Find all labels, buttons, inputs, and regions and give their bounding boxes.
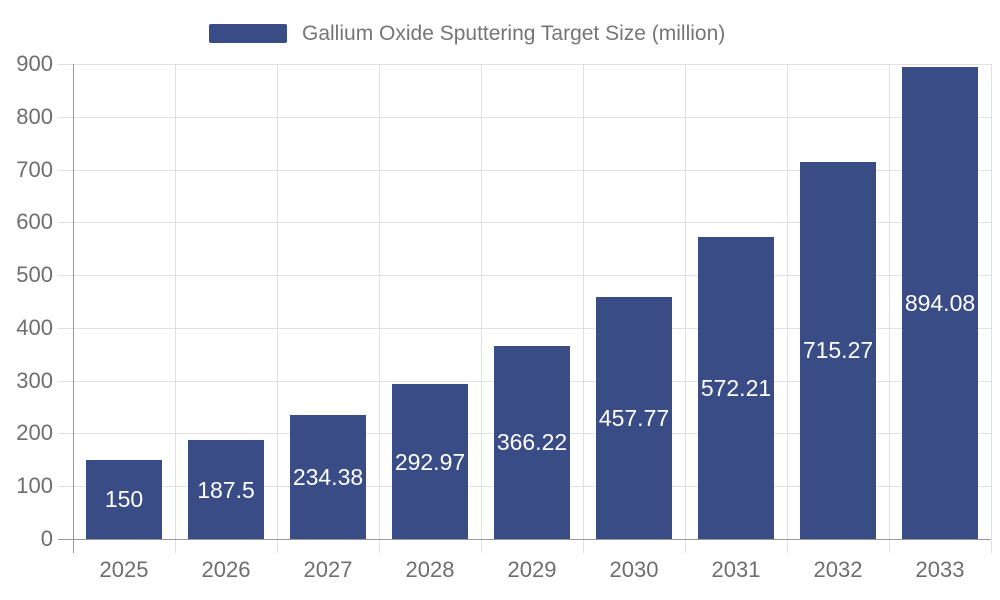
gridline-vertical <box>481 64 482 553</box>
gridline-vertical <box>685 64 686 553</box>
bar[interactable]: 457.77 <box>596 297 672 539</box>
x-tick-label: 2026 <box>201 557 251 582</box>
gridline-horizontal <box>58 169 991 171</box>
x-tick-label: 2027 <box>303 557 353 582</box>
bar[interactable]: 715.27 <box>800 161 876 539</box>
x-tick-label: 2025 <box>99 557 149 582</box>
y-tick-label: 200 <box>16 420 53 446</box>
legend-swatch-icon <box>209 24 287 43</box>
bar-value-label: 187.5 <box>197 476 255 503</box>
gridline-vertical <box>787 64 788 553</box>
x-tick-label: 2033 <box>915 557 965 582</box>
y-tick-label: 0 <box>40 526 53 551</box>
gridline-vertical <box>991 64 992 553</box>
bar[interactable]: 234.38 <box>290 415 366 539</box>
bar[interactable]: 292.97 <box>392 384 468 539</box>
x-tick-label: 2028 <box>405 557 455 582</box>
y-tick-label: 700 <box>16 156 53 182</box>
gridline-horizontal <box>58 116 991 118</box>
gridline-vertical <box>583 64 584 553</box>
bar-value-label: 366.22 <box>496 429 568 456</box>
gridline-horizontal <box>58 275 991 277</box>
y-tick-label: 500 <box>16 262 53 288</box>
x-tick-label: 2029 <box>507 557 557 582</box>
y-tick-label: 100 <box>16 473 53 499</box>
bar[interactable]: 894.08 <box>902 67 978 539</box>
x-axis-line <box>58 539 991 540</box>
x-tick-label: 2031 <box>711 557 761 582</box>
gridline-vertical <box>175 64 176 553</box>
legend[interactable]: Gallium Oxide Sputtering Target Size (mi… <box>209 21 725 46</box>
x-tick-label: 2030 <box>609 557 659 582</box>
bar-value-label: 457.77 <box>598 405 670 432</box>
y-tick-label: 600 <box>16 209 53 235</box>
y-axis-line <box>73 64 74 553</box>
y-tick-label: 300 <box>16 367 53 393</box>
gridline-horizontal <box>58 222 991 224</box>
gridline-vertical <box>277 64 278 553</box>
bar-value-label: 715.27 <box>802 337 874 364</box>
bar-value-label: 150 <box>104 486 144 513</box>
y-tick-label: 900 <box>16 51 53 76</box>
gridline-horizontal <box>58 327 991 329</box>
bar-value-label: 292.97 <box>394 448 466 475</box>
bar[interactable]: 366.22 <box>494 345 570 539</box>
bar-value-label: 234.38 <box>292 464 364 491</box>
bar[interactable]: 187.5 <box>188 440 264 539</box>
bar-value-label: 572.21 <box>700 375 772 401</box>
bar[interactable]: 572.21 <box>698 237 774 539</box>
legend-label: Gallium Oxide Sputtering Target Size (mi… <box>302 22 726 45</box>
x-tick-label: 2032 <box>813 557 863 582</box>
gridline-vertical <box>379 64 380 553</box>
y-tick-label: 800 <box>16 103 53 129</box>
bar-value-label: 894.08 <box>904 290 976 317</box>
y-tick-label: 400 <box>16 314 53 340</box>
gridline-horizontal <box>58 64 991 65</box>
gridline-vertical <box>889 64 890 553</box>
bar[interactable]: 150 <box>86 459 162 539</box>
